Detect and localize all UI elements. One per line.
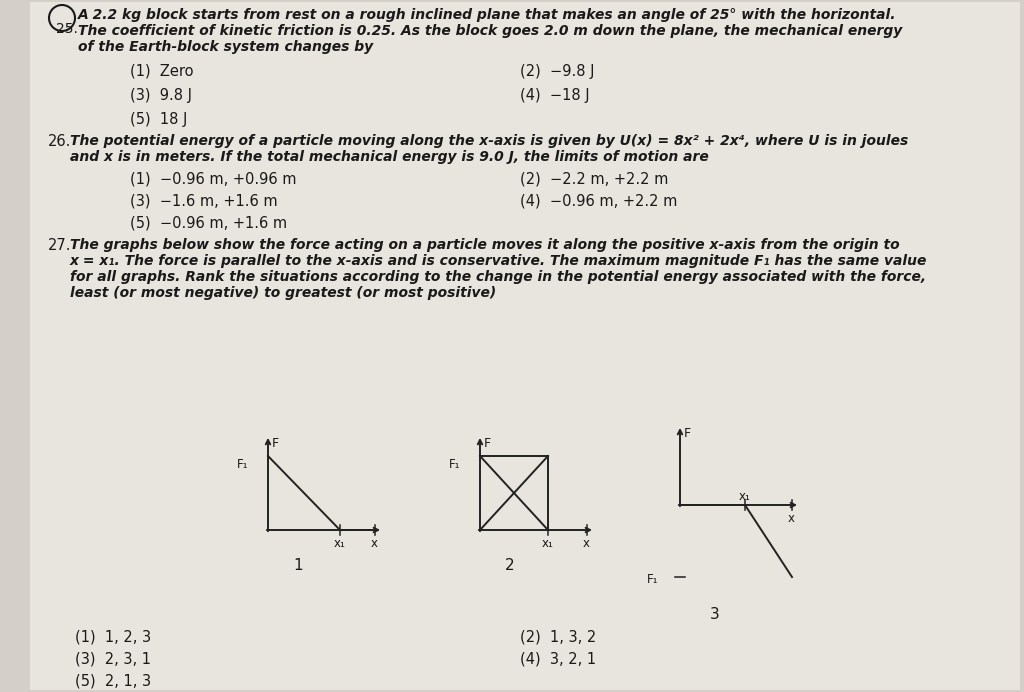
Text: (1)  1, 2, 3: (1) 1, 2, 3	[75, 630, 152, 645]
Text: F₁: F₁	[237, 458, 248, 471]
Text: (5)  2, 1, 3: (5) 2, 1, 3	[75, 674, 152, 689]
Text: F: F	[684, 427, 691, 440]
Text: The graphs below show the force acting on a particle moves it along the positive: The graphs below show the force acting o…	[70, 238, 900, 252]
Text: (5)  18 J: (5) 18 J	[130, 112, 187, 127]
Text: (3)  2, 3, 1: (3) 2, 3, 1	[75, 652, 151, 667]
Text: x = x₁. The force is parallel to the x-axis and is conservative. The maximum mag: x = x₁. The force is parallel to the x-a…	[70, 254, 928, 268]
Text: (1)  Zero: (1) Zero	[130, 64, 194, 79]
Text: The coefficient of kinetic friction is 0.25. As the block goes 2.0 m down the pl: The coefficient of kinetic friction is 0…	[78, 24, 902, 38]
Text: (2)  −9.8 J: (2) −9.8 J	[520, 64, 595, 79]
Text: (5)  −0.96 m, +1.6 m: (5) −0.96 m, +1.6 m	[130, 216, 287, 231]
Text: (4)  −18 J: (4) −18 J	[520, 88, 590, 103]
Text: (4)  −0.96 m, +2.2 m: (4) −0.96 m, +2.2 m	[520, 194, 677, 209]
Text: x: x	[371, 537, 378, 550]
Text: 26.: 26.	[48, 134, 72, 149]
Text: (3)  9.8 J: (3) 9.8 J	[130, 88, 193, 103]
Text: The potential energy of a particle moving along the x-axis is given by U(x) = 8x: The potential energy of a particle movin…	[70, 134, 908, 148]
Text: of the Earth-block system changes by: of the Earth-block system changes by	[78, 40, 373, 54]
Text: 1: 1	[293, 558, 303, 573]
FancyBboxPatch shape	[30, 2, 1020, 690]
Text: 2: 2	[505, 558, 515, 573]
Text: F: F	[272, 437, 280, 450]
Text: (1)  −0.96 m, +0.96 m: (1) −0.96 m, +0.96 m	[130, 172, 297, 187]
Text: for all graphs. Rank the situations according to the change in the potential ene: for all graphs. Rank the situations acco…	[70, 270, 926, 284]
Text: F₁: F₁	[646, 573, 658, 586]
Text: F₁: F₁	[449, 458, 460, 471]
Text: x: x	[583, 537, 590, 550]
Text: x₁: x₁	[334, 537, 346, 550]
Text: (3)  −1.6 m, +1.6 m: (3) −1.6 m, +1.6 m	[130, 194, 278, 209]
Text: x₁: x₁	[542, 537, 554, 550]
Text: 25.: 25.	[56, 22, 78, 36]
Text: (2)  1, 3, 2: (2) 1, 3, 2	[520, 630, 596, 645]
Text: 3: 3	[710, 607, 720, 622]
Text: (4)  3, 2, 1: (4) 3, 2, 1	[520, 652, 596, 667]
Text: 27.: 27.	[48, 238, 72, 253]
Text: (2)  −2.2 m, +2.2 m: (2) −2.2 m, +2.2 m	[520, 172, 669, 187]
Text: least (or most negative) to greatest (or most positive): least (or most negative) to greatest (or…	[70, 286, 497, 300]
Text: F: F	[484, 437, 492, 450]
Text: x: x	[788, 512, 795, 525]
Text: A 2.2 kg block starts from rest on a rough inclined plane that makes an angle of: A 2.2 kg block starts from rest on a rou…	[78, 8, 896, 22]
Text: x₁: x₁	[739, 490, 751, 503]
Text: and x is in meters. If the total mechanical energy is 9.0 J, the limits of motio: and x is in meters. If the total mechani…	[70, 150, 709, 164]
